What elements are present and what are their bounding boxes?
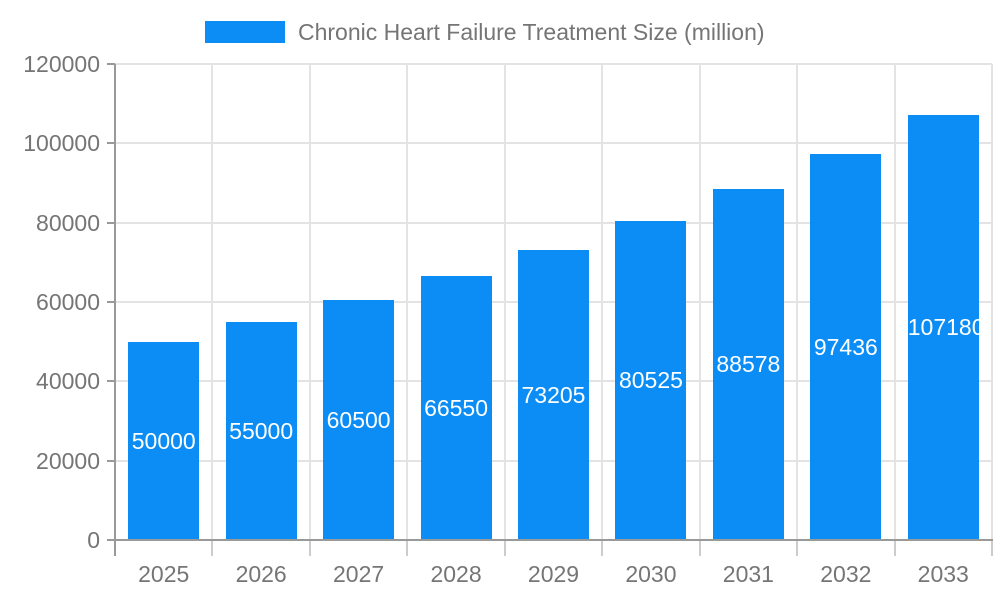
- bar-value-label: 50000: [131, 427, 196, 454]
- gridline-vertical: [991, 64, 993, 540]
- gridline-vertical: [503, 64, 506, 540]
- bar-value-label: 97436: [813, 333, 878, 360]
- x-tick-label: 2030: [625, 561, 677, 587]
- x-axis-tick: [991, 541, 993, 556]
- x-axis-tick: [893, 541, 896, 556]
- gridline-vertical: [211, 64, 214, 540]
- bar-2031[interactable]: 88578: [712, 188, 784, 540]
- y-axis-line: [114, 64, 116, 556]
- bar-2029[interactable]: 73205: [518, 249, 589, 540]
- x-tick-label: 2028: [430, 561, 482, 587]
- gridline-vertical: [406, 64, 409, 540]
- x-axis-tick: [698, 541, 701, 556]
- gridline-horizontal: [115, 63, 992, 65]
- y-tick-label: 40000: [36, 368, 100, 395]
- y-axis-tick: [107, 539, 115, 541]
- gridline-vertical: [796, 64, 799, 540]
- y-tick-label: 0: [87, 527, 100, 553]
- bar-2030[interactable]: 80525: [615, 220, 687, 540]
- x-tick-label: 2031: [722, 561, 774, 587]
- y-tick-label: 60000: [36, 289, 100, 315]
- bar-2032[interactable]: 97436: [810, 153, 882, 540]
- y-axis-tick: [107, 459, 115, 462]
- y-axis-tick: [107, 63, 115, 65]
- bar-value-label: 55000: [229, 417, 294, 444]
- gridline-horizontal: [115, 221, 992, 224]
- x-tick-label: 2032: [820, 561, 872, 587]
- x-axis-line: [114, 539, 993, 541]
- x-axis-tick: [796, 541, 799, 556]
- bar-2026[interactable]: 55000: [225, 321, 297, 540]
- gridline-horizontal: [115, 142, 992, 145]
- bar-value-label: 73205: [521, 381, 586, 408]
- bar-value-label: 66550: [424, 395, 489, 422]
- bar-2028[interactable]: 66550: [420, 276, 492, 540]
- y-tick-label: 120000: [23, 51, 100, 77]
- x-axis-tick: [406, 541, 409, 556]
- legend-item[interactable]: Chronic Heart Failure Treatment Size (mi…: [205, 18, 765, 45]
- y-axis-tick: [107, 142, 115, 145]
- bar-value-label: 107180: [907, 314, 979, 341]
- x-tick-label: 2025: [138, 561, 190, 587]
- x-tick-label: 2029: [527, 561, 580, 587]
- y-tick-label: 100000: [23, 130, 100, 157]
- x-axis-tick: [211, 541, 214, 556]
- x-axis-tick: [503, 541, 506, 556]
- x-tick-label: 2026: [235, 561, 287, 587]
- y-axis-tick: [107, 301, 115, 303]
- bar-value-label: 60500: [326, 407, 391, 434]
- gridline-vertical: [308, 64, 311, 540]
- legend-label: Chronic Heart Failure Treatment Size (mi…: [298, 18, 765, 45]
- y-axis-tick: [107, 380, 115, 383]
- x-tick-label: 2033: [917, 561, 969, 587]
- gridline-vertical: [893, 64, 896, 540]
- legend-swatch: [205, 21, 285, 43]
- bar-2025[interactable]: 50000: [128, 341, 200, 540]
- plot-area: 50000 55000 60500 66550 73205 80525 88578 97436…: [115, 63, 993, 540]
- bar-value-label: 80525: [618, 367, 683, 394]
- bar-2027[interactable]: 60500: [323, 300, 395, 540]
- x-axis-tick: [601, 541, 604, 556]
- gridline-vertical: [601, 64, 604, 540]
- bar-value-label: 88578: [716, 351, 781, 378]
- x-axis-tick: [308, 541, 311, 556]
- y-tick-label: 80000: [36, 209, 100, 236]
- gridline-vertical: [698, 64, 701, 540]
- x-tick-label: 2027: [333, 561, 385, 587]
- y-tick-label: 20000: [36, 447, 100, 474]
- bar-2033[interactable]: 107180: [907, 114, 979, 540]
- y-axis-tick: [107, 221, 115, 224]
